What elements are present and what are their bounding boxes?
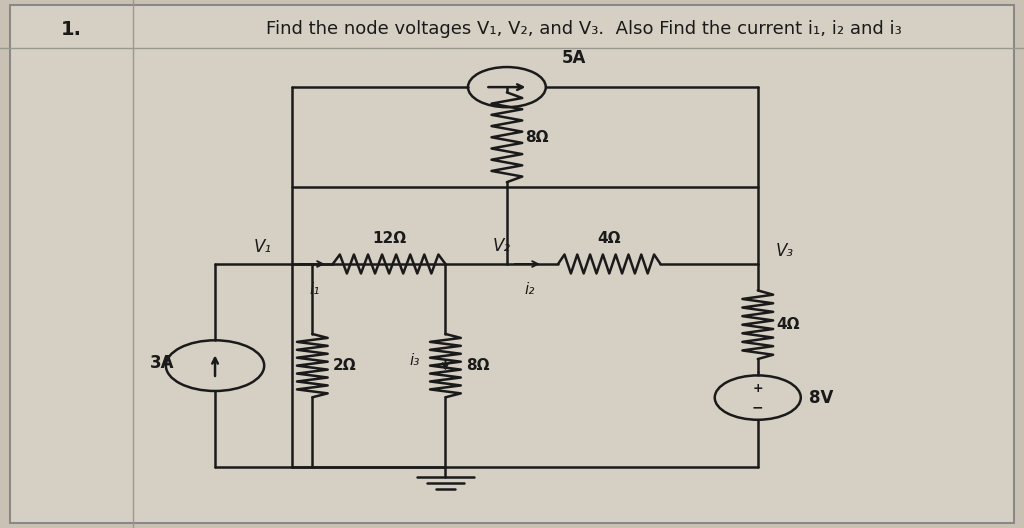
Text: −: − bbox=[752, 400, 764, 414]
Text: 4Ω: 4Ω bbox=[598, 231, 621, 246]
Text: Find the node voltages V₁, V₂, and V₃.  Also Find the current i₁, i₂ and i₃: Find the node voltages V₁, V₂, and V₃. A… bbox=[266, 20, 901, 38]
FancyBboxPatch shape bbox=[10, 5, 1014, 523]
Text: 5A: 5A bbox=[561, 49, 586, 67]
Text: 3A: 3A bbox=[150, 354, 174, 372]
Text: 2Ω: 2Ω bbox=[333, 358, 356, 373]
Text: i₂: i₂ bbox=[524, 282, 535, 297]
Text: +: + bbox=[753, 382, 763, 395]
Text: V₂: V₂ bbox=[493, 237, 511, 254]
Text: 1.: 1. bbox=[61, 20, 82, 39]
Text: 8Ω: 8Ω bbox=[466, 358, 489, 373]
Text: 4Ω: 4Ω bbox=[776, 317, 800, 332]
Text: V₃: V₃ bbox=[776, 242, 795, 260]
Text: 8Ω: 8Ω bbox=[525, 130, 549, 145]
Text: V₁: V₁ bbox=[254, 238, 272, 256]
Text: 12Ω: 12Ω bbox=[372, 231, 407, 246]
Text: i₁: i₁ bbox=[309, 282, 319, 297]
Text: i₃: i₃ bbox=[410, 353, 420, 368]
Text: 8V: 8V bbox=[809, 389, 834, 407]
